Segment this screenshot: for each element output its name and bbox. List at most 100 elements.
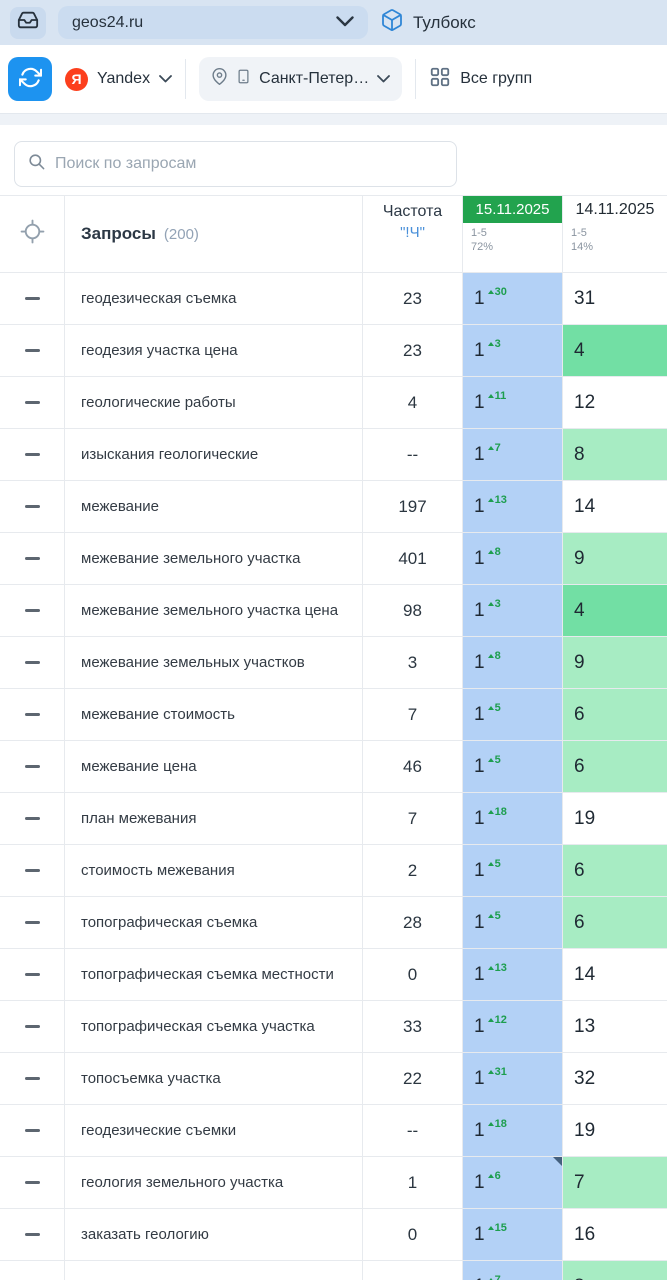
position-previous-cell[interactable]: 6 <box>563 897 667 948</box>
position-current-cell[interactable]: 1 12 <box>463 1001 563 1052</box>
query-text[interactable]: топографическая съемка местности <box>65 949 363 1000</box>
row-drag-handle[interactable] <box>0 533 65 584</box>
position-previous-cell[interactable]: 31 <box>563 273 667 324</box>
search-engine-selector[interactable]: Я Yandex <box>65 67 172 91</box>
position-previous-cell[interactable]: 9 <box>563 637 667 688</box>
divider <box>185 59 187 99</box>
query-text[interactable]: план межевания <box>65 793 363 844</box>
search-input[interactable] <box>55 155 444 173</box>
position-previous-cell[interactable]: 14 <box>563 949 667 1000</box>
query-text[interactable]: межевание земельного участка цена <box>65 585 363 636</box>
refresh-icon <box>18 66 42 92</box>
position-previous-cell[interactable]: 19 <box>563 1105 667 1156</box>
position-previous-cell[interactable]: 12 <box>563 377 667 428</box>
query-text[interactable]: геодезические съемки <box>65 1105 363 1156</box>
divider <box>415 59 417 99</box>
position-previous-cell[interactable]: 14 <box>563 481 667 532</box>
position-previous-cell[interactable]: 16 <box>563 1209 667 1260</box>
row-drag-handle[interactable] <box>0 377 65 428</box>
position-current-cell[interactable]: 1 18 <box>463 1105 563 1156</box>
row-drag-handle[interactable] <box>0 741 65 792</box>
toolbox-button[interactable]: Тулбокс <box>380 8 476 37</box>
position-current-cell[interactable]: 17 <box>463 1261 563 1280</box>
date-column-header-previous[interactable]: 14.11.2025 1-5 14% <box>563 196 667 272</box>
query-text[interactable]: геодезия участка цена <box>65 325 363 376</box>
row-drag-handle[interactable] <box>0 585 65 636</box>
row-drag-handle[interactable] <box>0 845 65 896</box>
row-drag-handle[interactable] <box>0 897 65 948</box>
queries-column-header[interactable]: Запросы (200) <box>65 196 363 272</box>
row-drag-handle[interactable] <box>0 1053 65 1104</box>
query-text[interactable]: геодезическая съемка <box>65 273 363 324</box>
row-drag-handle[interactable] <box>0 793 65 844</box>
region-selector[interactable]: Санкт-Петер… <box>199 57 403 101</box>
select-all-header[interactable] <box>0 196 65 272</box>
date-column-header-current[interactable]: 15.11.2025 1-5 72% <box>463 196 563 272</box>
position-current-cell[interactable]: 1 13 <box>463 949 563 1000</box>
row-drag-handle[interactable] <box>0 689 65 740</box>
row-drag-handle[interactable] <box>0 325 65 376</box>
query-text[interactable]: межевание цена <box>65 741 363 792</box>
position-current-cell[interactable]: 1 13 <box>463 481 563 532</box>
query-text[interactable]: межевание <box>65 481 363 532</box>
query-text[interactable]: заказать геологию участка <box>65 1261 363 1280</box>
query-text[interactable]: геология земельного участка <box>65 1157 363 1208</box>
position-previous-cell[interactable]: 6 <box>563 741 667 792</box>
position-previous-cell[interactable]: 19 <box>563 793 667 844</box>
query-text[interactable]: изыскания геологические <box>65 429 363 480</box>
row-drag-handle[interactable] <box>0 1157 65 1208</box>
query-text[interactable]: заказать геологию <box>65 1209 363 1260</box>
query-text[interactable]: топографическая съемка <box>65 897 363 948</box>
row-drag-handle[interactable] <box>0 949 65 1000</box>
project-name: geos24.ru <box>72 13 144 31</box>
position-delta: 13 <box>488 962 507 974</box>
query-text[interactable]: стоимость межевания <box>65 845 363 896</box>
projects-menu-button[interactable] <box>10 6 46 39</box>
position-current-cell[interactable]: 1 15 <box>463 1209 563 1260</box>
refresh-button[interactable] <box>8 57 52 101</box>
row-drag-handle[interactable] <box>0 273 65 324</box>
dash-icon <box>24 713 40 716</box>
position-previous-cell[interactable]: 8 <box>563 429 667 480</box>
position-previous-cell[interactable]: 6 <box>563 689 667 740</box>
position-previous-cell[interactable]: 7 <box>563 1157 667 1208</box>
position-current-cell[interactable]: 1 31 <box>463 1053 563 1104</box>
position-previous-cell[interactable]: 4 <box>563 585 667 636</box>
row-drag-handle[interactable] <box>0 1261 65 1280</box>
position-previous-cell[interactable]: 8 <box>563 1261 667 1280</box>
row-drag-handle[interactable] <box>0 429 65 480</box>
position-previous-cell[interactable]: 9 <box>563 533 667 584</box>
row-drag-handle[interactable] <box>0 637 65 688</box>
project-selector[interactable]: geos24.ru <box>58 6 368 39</box>
position-current-cell[interactable]: 1 11 <box>463 377 563 428</box>
position-previous-cell[interactable]: 6 <box>563 845 667 896</box>
row-drag-handle[interactable] <box>0 1001 65 1052</box>
row-drag-handle[interactable] <box>0 1105 65 1156</box>
position-delta: 5 <box>488 910 501 922</box>
row-drag-handle[interactable] <box>0 1209 65 1260</box>
row-drag-handle[interactable] <box>0 481 65 532</box>
query-text[interactable]: межевание земельных участков <box>65 637 363 688</box>
position-previous-cell[interactable]: 32 <box>563 1053 667 1104</box>
frequency-column-header[interactable]: Частота "!Ч" <box>363 196 463 272</box>
query-text[interactable]: межевание земельного участка <box>65 533 363 584</box>
position-previous-cell[interactable]: 13 <box>563 1001 667 1052</box>
position-previous-cell[interactable]: 4 <box>563 325 667 376</box>
query-text[interactable]: межевание стоимость <box>65 689 363 740</box>
query-text[interactable]: топосъемка участка <box>65 1053 363 1104</box>
query-text[interactable]: топографическая съемка участка <box>65 1001 363 1052</box>
position-current-cell[interactable]: 1 30 <box>463 273 563 324</box>
query-text[interactable]: геологические работы <box>65 377 363 428</box>
position-current-cell[interactable]: 1 18 <box>463 793 563 844</box>
groups-button[interactable]: Все групп <box>429 66 659 93</box>
